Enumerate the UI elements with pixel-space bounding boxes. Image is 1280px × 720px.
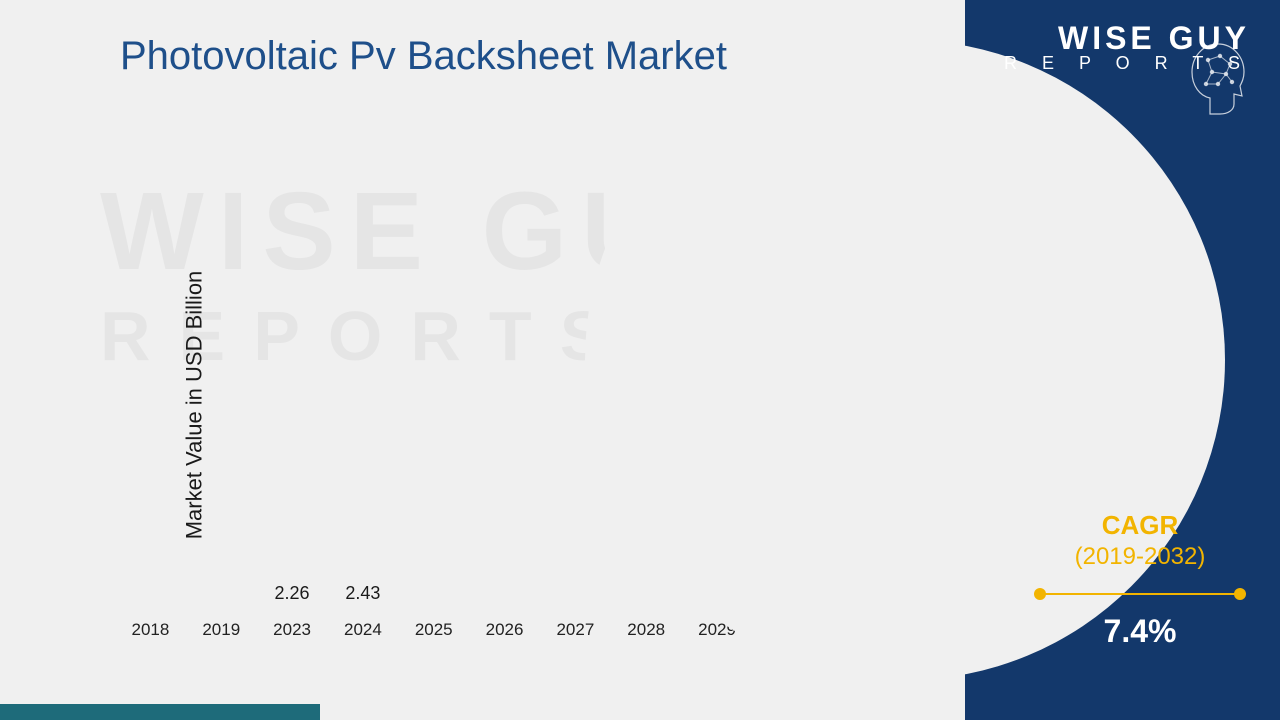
bar-value-label: 2.26	[275, 583, 310, 604]
x-axis-tick-label: 2018	[115, 620, 186, 640]
brand-logo: WISE GUY R	[990, 20, 1250, 74]
cagr-value: 7.4%	[1030, 613, 1250, 650]
cagr-years: (2019-2032)	[1030, 543, 1250, 571]
x-axis-tick-label: 2023	[257, 620, 328, 640]
x-axis-tick-label: 2026	[469, 620, 540, 640]
bottom-accent-strip	[0, 704, 320, 720]
chart-title: Photovoltaic Pv Backsheet Market	[120, 34, 727, 79]
side-panel: WISE GUY R	[965, 0, 1280, 720]
cagr-divider	[1040, 593, 1240, 595]
cagr-box: CAGR (2019-2032) 7.4%	[1030, 510, 1250, 650]
report-graphic: WISE GUY REPORTS Photovoltaic Pv Backshe…	[0, 0, 1280, 720]
x-axis-tick-label: 2025	[398, 620, 469, 640]
x-axis-tick-label: 2024	[327, 620, 398, 640]
bar-value-label: 2.43	[345, 583, 380, 604]
brain-head-icon	[1180, 38, 1250, 118]
cagr-label: CAGR	[1030, 510, 1250, 541]
x-axis-tick-label: 2028	[611, 620, 682, 640]
x-axis-tick-label: 2019	[186, 620, 257, 640]
x-axis-tick-label: 2027	[540, 620, 611, 640]
